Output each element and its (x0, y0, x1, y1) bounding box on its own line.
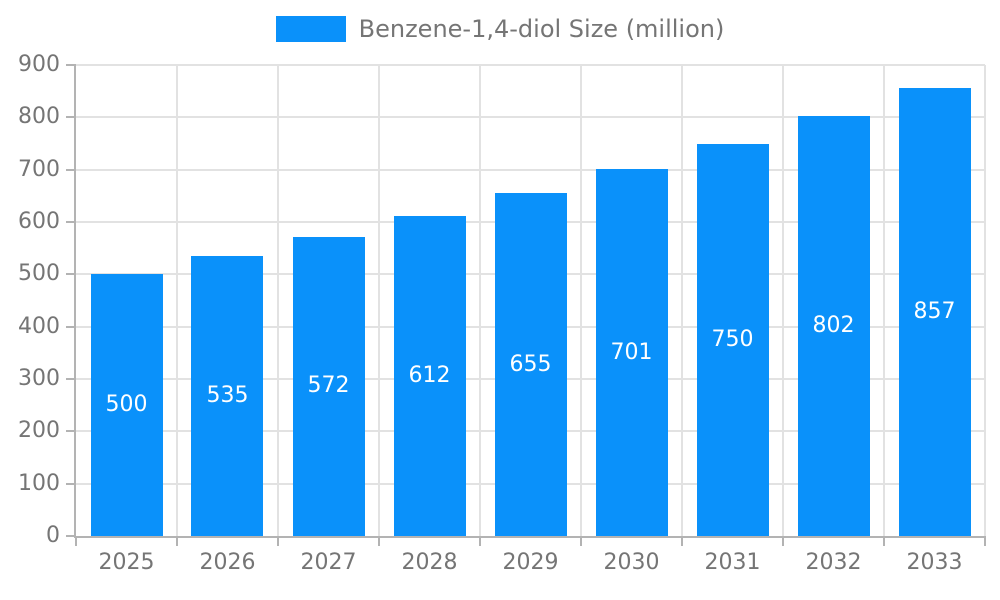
x-axis-tick-label: 2028 (401, 550, 458, 575)
vertical-gridline (580, 65, 582, 536)
x-axis-tick-label: 2032 (805, 550, 862, 575)
vertical-gridline (782, 65, 784, 536)
legend-swatch-icon (275, 16, 346, 42)
bar[interactable]: 750 (696, 143, 769, 536)
y-axis-tick-label: 700 (18, 156, 60, 182)
x-axis-tick-label: 2026 (199, 550, 256, 575)
x-axis-tick (782, 536, 784, 546)
y-axis-tick-label: 100 (18, 470, 60, 496)
y-axis-tick-label: 200 (18, 418, 60, 444)
bar[interactable]: 857 (898, 87, 971, 536)
horizontal-gridline (76, 168, 985, 171)
vertical-gridline (479, 65, 481, 536)
vertical-gridline (377, 65, 380, 536)
x-axis-tick (680, 536, 683, 546)
chart-legend[interactable]: Benzene-1,4-diol Size (million) (0, 16, 1000, 42)
bar[interactable]: 655 (494, 193, 567, 536)
x-axis-tick-label: 2031 (704, 550, 761, 575)
bar[interactable]: 802 (797, 116, 870, 536)
bar[interactable]: 535 (191, 256, 264, 536)
bar-value-label: 535 (206, 383, 249, 409)
vertical-gridline (883, 65, 885, 536)
bar-value-label: 572 (307, 373, 350, 399)
plot-area: 0 100 200 300 400 500 600 700 800 900 500 2025 535 20… (18, 54, 986, 574)
x-axis-tick (75, 536, 77, 546)
bar-value-label: 857 (913, 298, 956, 324)
bar-value-label: 750 (711, 326, 754, 352)
x-axis-tick-label: 2029 (502, 550, 559, 575)
x-axis-tick (984, 536, 986, 546)
y-axis-tick (66, 64, 76, 66)
y-axis-tick (66, 116, 76, 119)
x-axis-tick-label: 2033 (906, 550, 963, 575)
x-axis-tick (479, 536, 481, 546)
y-axis-tick (66, 273, 76, 276)
bar-value-label: 655 (509, 351, 552, 377)
y-axis-tick (66, 535, 76, 537)
y-axis-tick (66, 378, 76, 381)
y-axis-tick (66, 430, 76, 433)
bar[interactable]: 500 (90, 274, 163, 536)
bar[interactable]: 612 (393, 215, 466, 536)
y-axis-tick-label: 600 (18, 209, 60, 235)
horizontal-gridline (76, 116, 985, 119)
y-axis-tick-label: 0 (46, 523, 60, 548)
y-axis-tick-label: 400 (18, 313, 60, 339)
x-axis-tick-label: 2025 (98, 550, 155, 575)
x-axis-tick (176, 536, 178, 546)
y-axis-tick-label: 300 (18, 366, 60, 392)
x-axis-tick (277, 536, 279, 546)
y-axis-tick-label: 800 (18, 104, 60, 130)
bar[interactable]: 572 (292, 236, 365, 536)
vertical-gridline (984, 65, 986, 536)
bar-value-label: 500 (105, 392, 148, 418)
x-axis-tick-label: 2030 (603, 550, 660, 575)
x-axis-tick (883, 536, 885, 546)
legend-label: Benzene-1,4-diol Size (million) (358, 15, 725, 43)
vertical-gridline (680, 65, 683, 536)
vertical-gridline (176, 65, 178, 536)
x-axis-tick (580, 536, 582, 546)
y-axis-tick-label: 500 (18, 261, 60, 287)
vertical-gridline (277, 65, 279, 536)
x-axis-tick (377, 536, 380, 546)
bar[interactable]: 701 (595, 169, 668, 536)
horizontal-gridline (76, 64, 985, 66)
y-axis-tick (66, 221, 76, 224)
y-axis-tick (66, 482, 76, 485)
y-axis-tick (66, 325, 76, 328)
bar-value-label: 701 (610, 339, 653, 365)
bar-value-label: 802 (812, 313, 855, 339)
x-axis-tick-label: 2027 (300, 550, 357, 575)
y-axis-tick-label: 900 (18, 52, 60, 77)
y-axis-tick (66, 168, 76, 171)
bar-value-label: 612 (408, 362, 451, 388)
